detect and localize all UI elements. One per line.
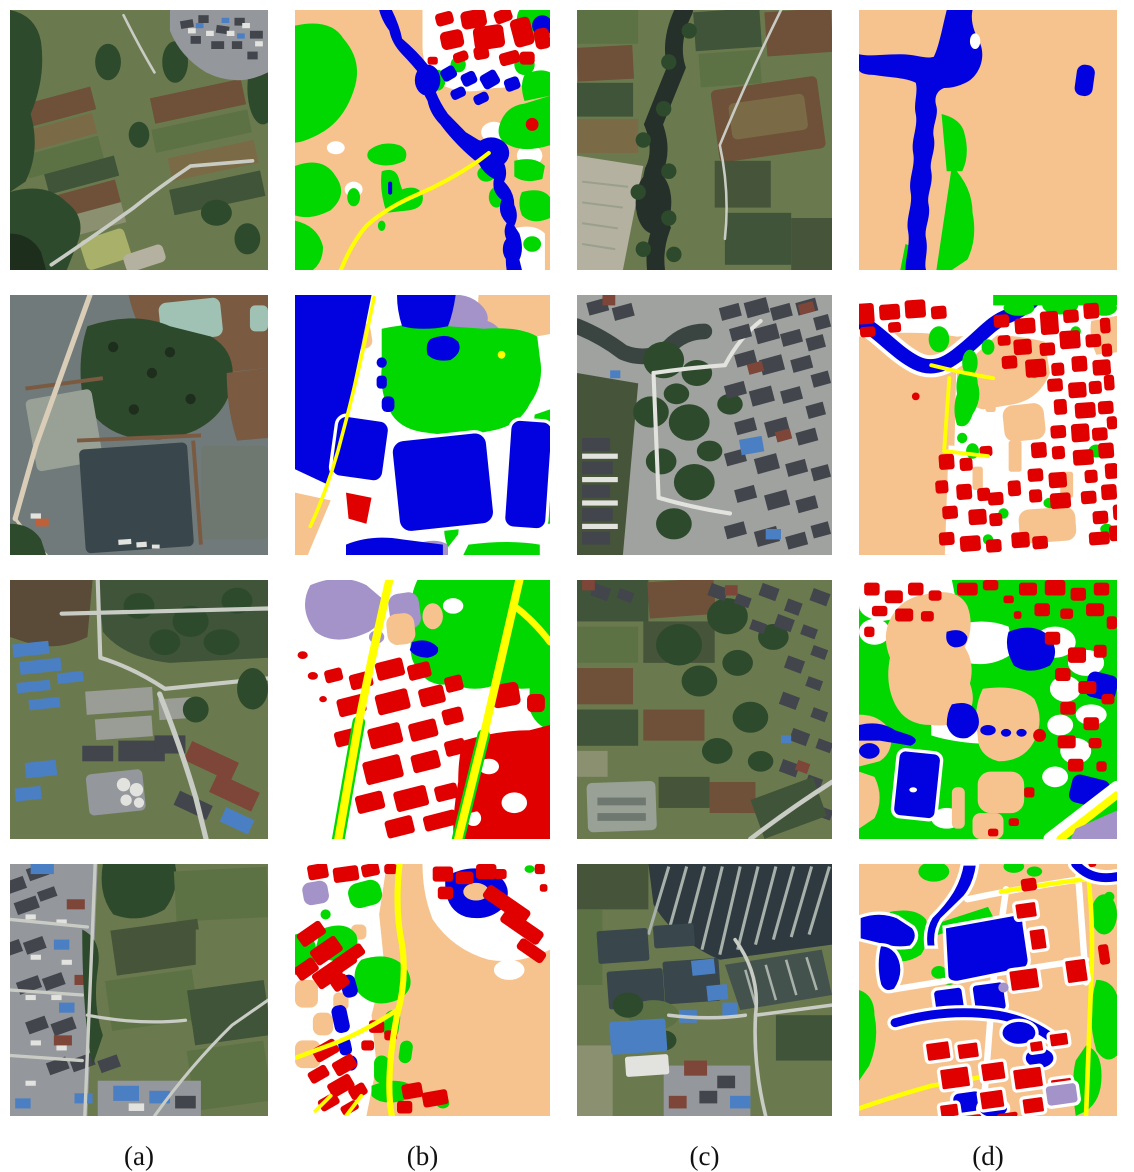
- caption-d: (d): [972, 1141, 1004, 1171]
- label-map-row1-b-image: [295, 10, 550, 270]
- caption-a: (a): [124, 1141, 154, 1171]
- satellite-photo-row3-a: [10, 580, 268, 839]
- label-map-row4-d-image: [859, 864, 1117, 1116]
- label-map-row3-b-image: [295, 580, 550, 839]
- satellite-photo-row1-c-image: [577, 10, 832, 270]
- satellite-photo-row1-a: [10, 10, 268, 270]
- caption-c: (c): [689, 1141, 720, 1171]
- satellite-photo-row2-c-image: [577, 295, 832, 555]
- satellite-photo-row3-a-image: [10, 580, 268, 839]
- satellite-photo-row4-c: [577, 864, 832, 1116]
- satellite-photo-row2-a: [10, 295, 268, 555]
- label-map-row1-b: [295, 10, 550, 270]
- label-map-row3-b: [295, 580, 550, 839]
- label-map-row4-b: [295, 864, 550, 1116]
- satellite-photo-row4-a-image: [10, 864, 268, 1116]
- label-map-row2-d-image: [859, 295, 1117, 555]
- label-map-row3-d-image: [859, 580, 1117, 839]
- label-map-row4-b-image: [295, 864, 550, 1116]
- label-map-row1-d-image: [859, 10, 1117, 270]
- label-map-row2-b-image: [295, 295, 550, 555]
- label-map-row4-d: [859, 864, 1117, 1116]
- label-map-row1-d: [859, 10, 1117, 270]
- satellite-photo-row1-a-image: [10, 10, 268, 270]
- label-map-row2-b: [295, 295, 550, 555]
- satellite-photo-row3-c-image: [577, 580, 832, 839]
- satellite-photo-row4-a: [10, 864, 268, 1116]
- satellite-photo-row2-c: [577, 295, 832, 555]
- satellite-photo-row3-c: [577, 580, 832, 839]
- satellite-photo-row4-c-image: [577, 864, 832, 1116]
- satellite-photo-row2-a-image: [10, 295, 268, 555]
- label-map-row3-d: [859, 580, 1117, 839]
- satellite-photo-row1-c: [577, 10, 832, 270]
- caption-b: (b): [406, 1141, 439, 1171]
- label-map-row2-d: [859, 295, 1117, 555]
